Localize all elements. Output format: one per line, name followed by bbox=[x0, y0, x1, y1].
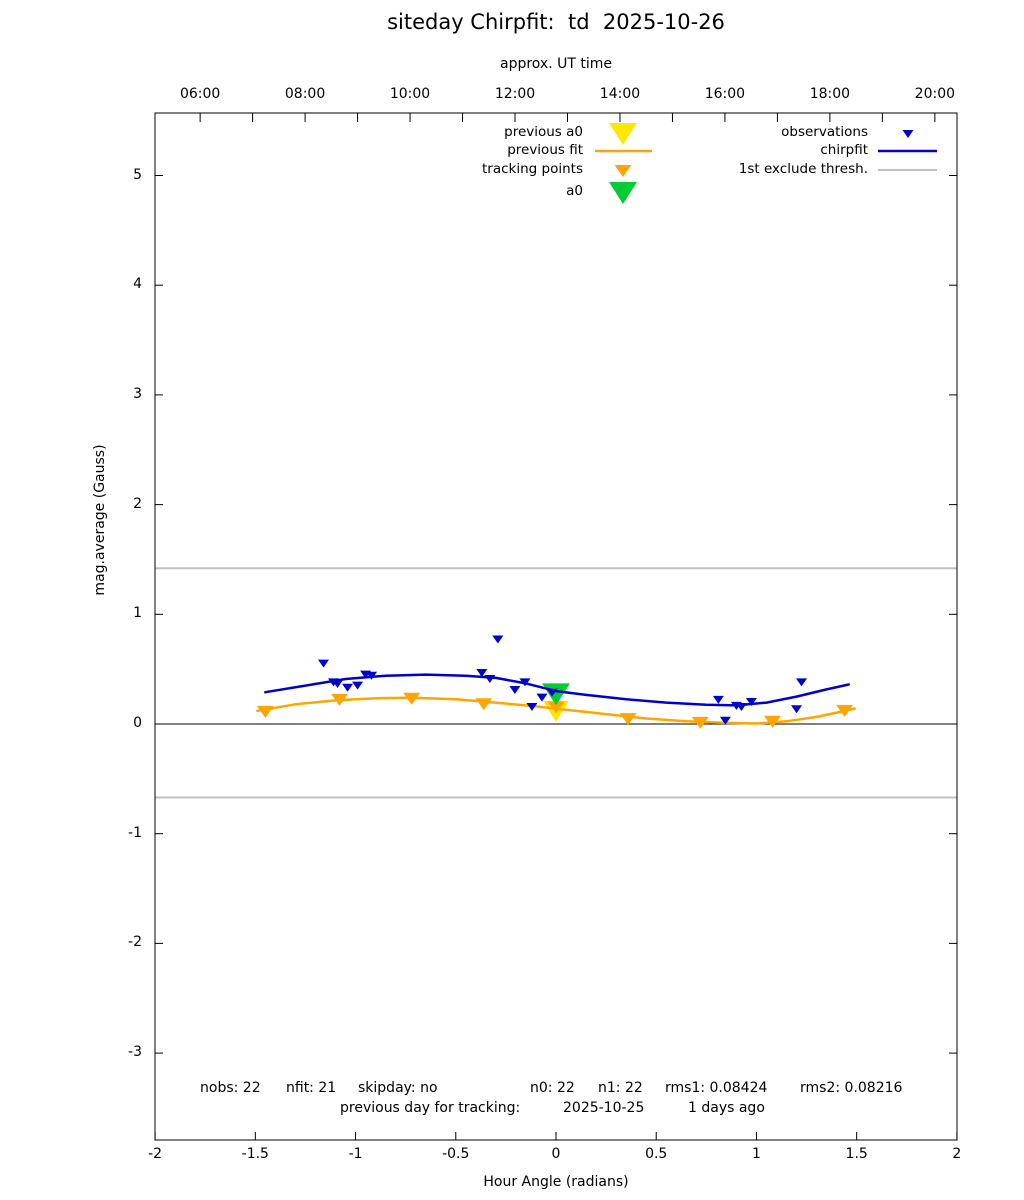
y-tick-label: 5 bbox=[133, 166, 142, 183]
tracking-point-marker bbox=[763, 715, 781, 728]
top-axis-label: approx. UT time bbox=[500, 56, 612, 72]
observation-marker bbox=[484, 675, 496, 684]
chart-title: siteday Chirpfit: td 2025-10-26 bbox=[387, 10, 725, 34]
time-tick-label: 14:00 bbox=[599, 86, 641, 102]
previous-fit-line bbox=[256, 696, 856, 725]
legend-label-previous-fit: previous fit bbox=[507, 142, 583, 158]
y-tick-label: 4 bbox=[133, 276, 142, 293]
stats-line1-seg: skipday: no bbox=[358, 1080, 438, 1096]
observation-marker bbox=[546, 688, 558, 697]
y-axis-label: mag.average (Gauss) bbox=[92, 444, 108, 596]
legend-marker-a0 bbox=[609, 182, 637, 204]
legend-marker-tracking-points bbox=[614, 165, 632, 177]
observation-marker bbox=[366, 671, 378, 680]
observation-marker bbox=[791, 705, 803, 714]
time-tick-label: 06:00 bbox=[179, 86, 221, 102]
x-tick-label: 0.5 bbox=[645, 1146, 668, 1162]
y-tick-label: -1 bbox=[128, 824, 142, 841]
stats-line2-seg: 2025-10-25 bbox=[563, 1100, 645, 1116]
y-tick-label: -2 bbox=[128, 934, 142, 951]
stats-line1-seg: nfit: 21 bbox=[286, 1080, 337, 1096]
observation-marker bbox=[745, 698, 757, 707]
legend-label-chirpfit: chirpfit bbox=[820, 142, 868, 158]
time-tick-label: 08:00 bbox=[284, 86, 326, 102]
observation-marker bbox=[526, 702, 538, 711]
time-tick-label: 20:00 bbox=[914, 86, 956, 102]
time-tick-label: 16:00 bbox=[704, 86, 746, 102]
x-tick-label: -0.5 bbox=[442, 1146, 470, 1162]
observation-marker bbox=[317, 659, 329, 668]
x-axis-label: Hour Angle (radians) bbox=[483, 1174, 629, 1190]
observation-marker bbox=[712, 695, 724, 704]
tracking-point-marker bbox=[619, 713, 637, 726]
stats-line1-seg: rms1: 0.08424 bbox=[665, 1080, 768, 1096]
plot-frame bbox=[154, 112, 958, 1141]
tracking-point-marker bbox=[256, 705, 274, 718]
observation-marker bbox=[332, 679, 344, 688]
observation-marker bbox=[352, 681, 364, 690]
tracking-point-marker bbox=[836, 704, 854, 717]
legend-marker-observations bbox=[902, 130, 914, 138]
legend-label-observations: observations bbox=[781, 124, 868, 140]
y-tick-label: 0 bbox=[133, 715, 142, 731]
observation-marker bbox=[796, 678, 808, 687]
stats-line2-seg: previous day for tracking: bbox=[340, 1100, 521, 1116]
legend-label-exclude-threshold: 1st exclude thresh. bbox=[738, 161, 868, 177]
time-tick-label: 12:00 bbox=[494, 86, 536, 102]
stats-line1-seg: nobs: 22 bbox=[200, 1080, 261, 1096]
x-tick-label: -1.5 bbox=[241, 1146, 269, 1162]
x-tick-label: 2 bbox=[952, 1146, 962, 1162]
legend-label-a0: a0 bbox=[566, 183, 583, 199]
y-tick-label: -3 bbox=[128, 1044, 142, 1061]
observation-marker bbox=[519, 678, 531, 687]
legend-label-tracking-points: tracking points bbox=[482, 161, 583, 177]
time-tick-label: 10:00 bbox=[389, 86, 431, 102]
observation-marker bbox=[719, 716, 731, 725]
stats-line2-seg: 1 days ago bbox=[688, 1100, 765, 1116]
tracking-point-marker bbox=[403, 692, 421, 705]
legend-marker-previous-a0 bbox=[609, 123, 637, 145]
observation-marker bbox=[509, 685, 521, 694]
x-tick-label: -2 bbox=[148, 1146, 163, 1162]
tracking-point-marker bbox=[547, 701, 565, 714]
y-tick-label: 2 bbox=[133, 495, 142, 512]
observation-marker bbox=[476, 668, 488, 677]
observation-marker bbox=[492, 635, 504, 644]
observation-marker bbox=[342, 683, 354, 692]
observation-marker bbox=[735, 702, 747, 711]
y-tick-label: 3 bbox=[133, 385, 142, 402]
stats-line1-seg: n1: 22 bbox=[598, 1080, 643, 1096]
legend-label-previous-a0: previous a0 bbox=[504, 124, 583, 140]
tracking-point-marker bbox=[475, 698, 493, 711]
x-tick-label: -1 bbox=[348, 1146, 363, 1162]
x-tick-label: 1 bbox=[751, 1146, 761, 1162]
stats-line1-seg: n0: 22 bbox=[530, 1080, 575, 1096]
chirpfit-line bbox=[264, 673, 850, 707]
x-tick-label: 0 bbox=[551, 1146, 561, 1162]
tracking-point-marker bbox=[691, 716, 709, 729]
observation-marker bbox=[536, 693, 548, 702]
tracking-point-marker bbox=[331, 693, 349, 706]
stats-line1-seg: rms2: 0.08216 bbox=[800, 1080, 903, 1096]
time-tick-label: 18:00 bbox=[809, 86, 851, 102]
y-tick-label: 1 bbox=[133, 605, 142, 622]
x-tick-label: 1.5 bbox=[845, 1146, 868, 1162]
